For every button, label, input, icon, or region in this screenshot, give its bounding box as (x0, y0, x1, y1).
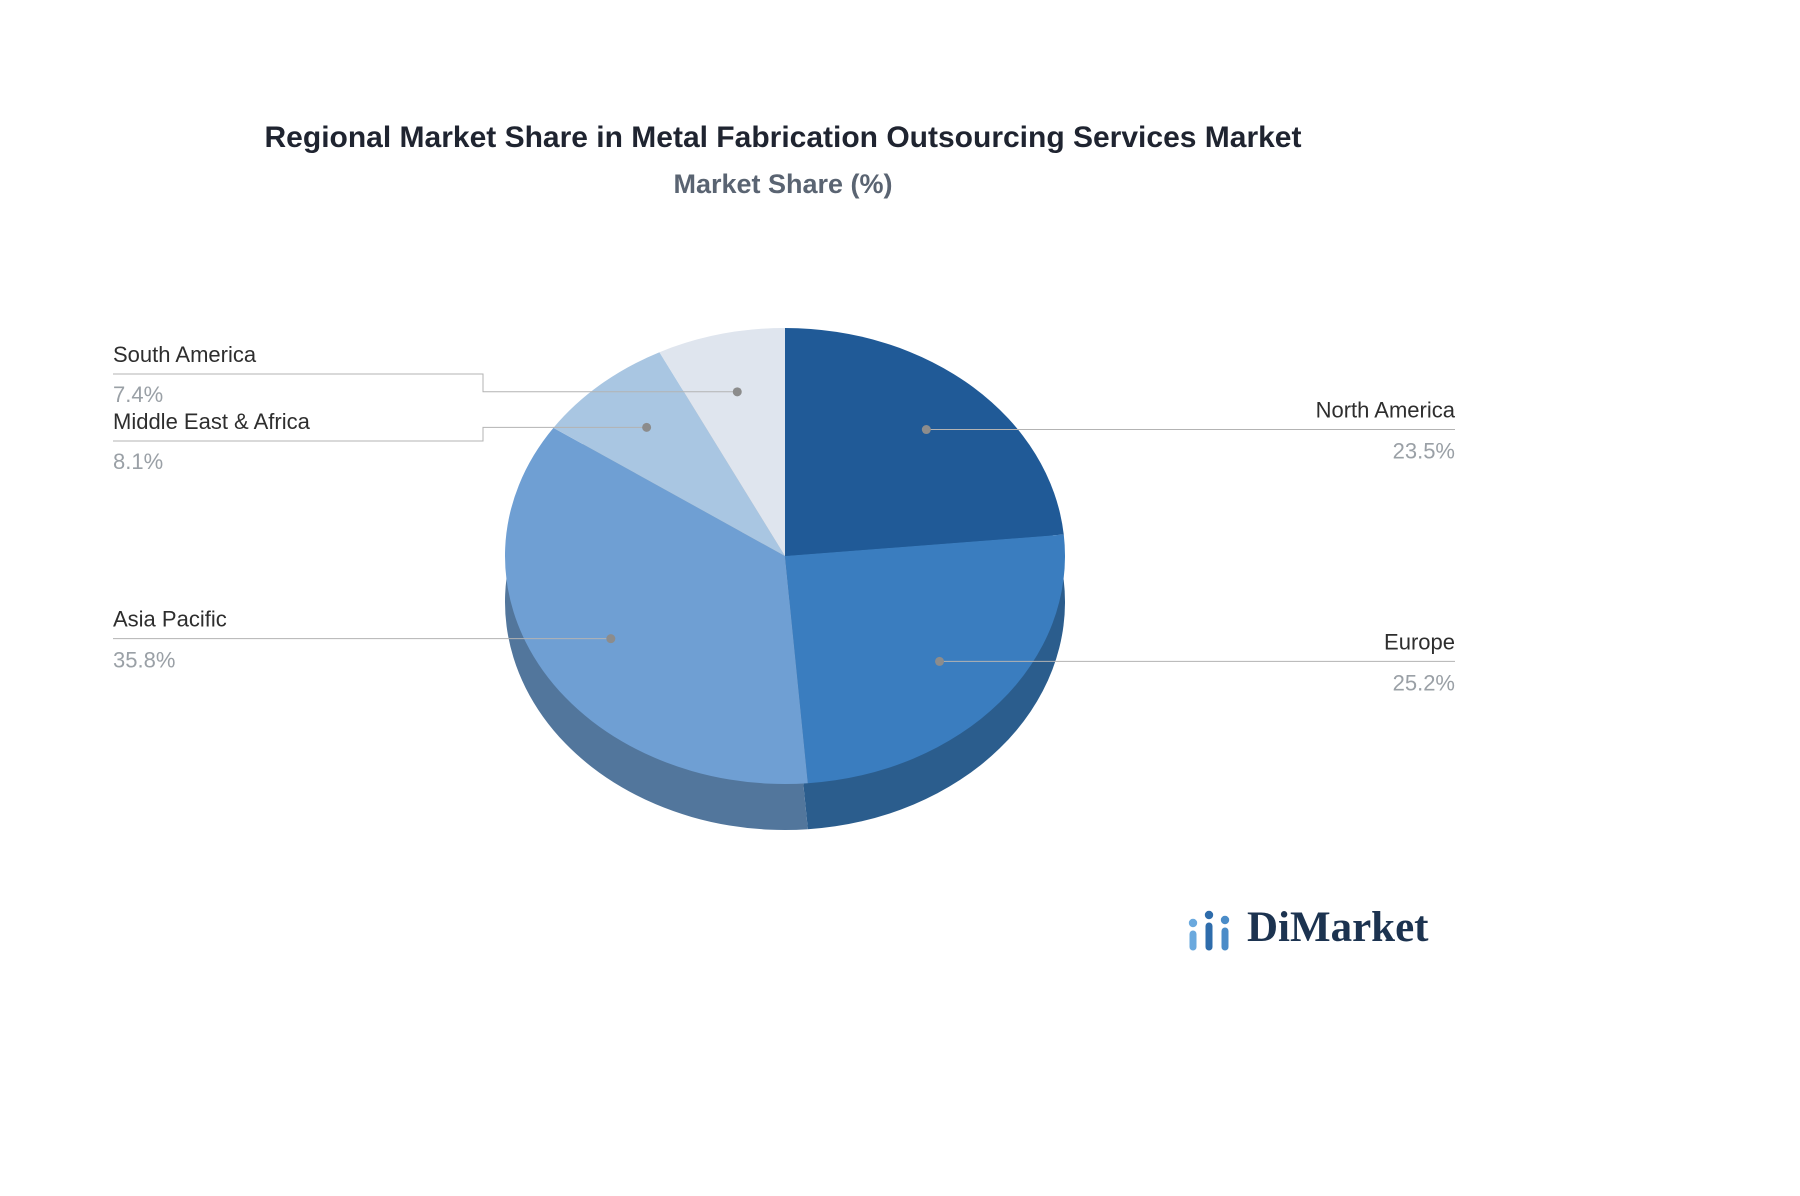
brand-logo: DiMarket (1183, 901, 1429, 953)
leader-dot-north-america (921, 425, 931, 435)
slice-value-north-america: 23.5% (1393, 439, 1455, 464)
pie-slice-south-america[interactable] (659, 328, 785, 556)
pie-slice-north-america[interactable] (785, 328, 1064, 556)
chart-title: Regional Market Share in Metal Fabricati… (264, 121, 1302, 154)
leader-dot-south-america (732, 387, 742, 397)
pie-slice-middle-east-africa[interactable] (553, 352, 785, 556)
slice-value-europe: 25.2% (1393, 670, 1455, 695)
leader-dot-middle-east-africa (642, 422, 652, 432)
slice-label-middle-east-africa: Middle East & Africa (113, 409, 311, 434)
chart-subtitle: Market Share (%) (673, 169, 893, 199)
pie-slice-asia-pacific[interactable] (504, 427, 808, 785)
leader-line-middle-east-africa (113, 426, 647, 442)
slice-value-south-america: 7.4% (113, 382, 163, 407)
leader-dot-europe (935, 656, 945, 666)
leader-line-south-america (113, 373, 738, 393)
slice-label-europe: Europe (1384, 629, 1455, 654)
leader-dot-asia-pacific (606, 634, 616, 644)
brand-logo-text: DiMarket (1247, 903, 1429, 951)
slice-value-middle-east-africa: 8.1% (113, 449, 163, 474)
pie-slice-europe[interactable] (785, 534, 1066, 784)
slice-label-asia-pacific: Asia Pacific (113, 607, 227, 632)
slice-value-asia-pacific: 35.8% (113, 648, 175, 673)
bar-chart-dots-icon (1188, 910, 1230, 951)
slice-label-north-america: North America (1316, 398, 1456, 423)
slice-label-south-america: South America (113, 342, 257, 367)
